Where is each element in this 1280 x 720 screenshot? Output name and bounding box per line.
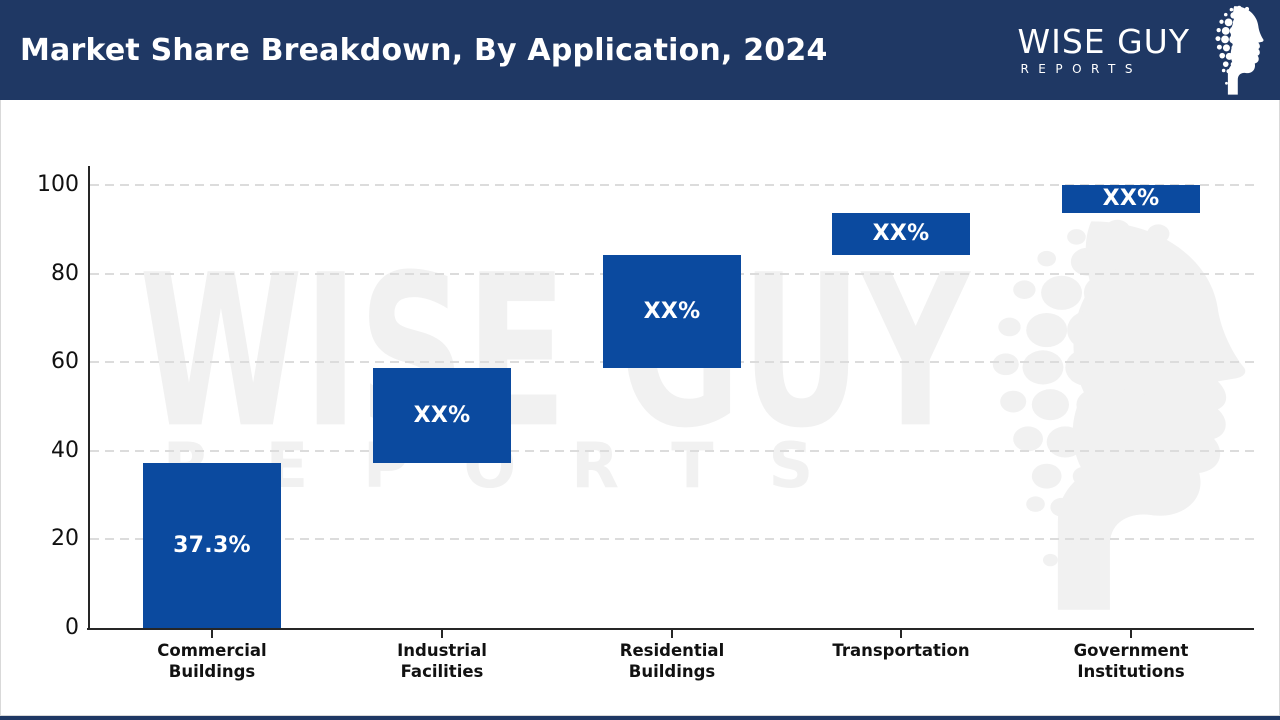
- page-title: Market Share Breakdown, By Application, …: [20, 32, 828, 68]
- x-category-label-line: Institutions: [1077, 662, 1185, 681]
- x-tick: [671, 630, 673, 638]
- y-tick-label: 0: [65, 615, 79, 640]
- brand-wordmark: WISE GUY: [1017, 22, 1190, 61]
- y-axis-line: [88, 166, 90, 630]
- brand-logo: WISE GUY REPORTS: [1017, 4, 1266, 96]
- x-category-label-transportation: Transportation: [781, 640, 1021, 661]
- footer-strip: [0, 716, 1280, 720]
- x-category-label-line: Transportation: [832, 641, 970, 660]
- bar-industrial-facilities: XX%: [373, 367, 511, 463]
- x-category-label-government-institutions: Government Institutions: [1011, 640, 1251, 682]
- bar-residential-buildings: XX%: [603, 254, 741, 368]
- bar-value-label: XX%: [1102, 186, 1160, 212]
- bar-value-label: XX%: [643, 298, 701, 324]
- x-category-label-line: Industrial: [397, 641, 487, 660]
- x-category-label-line: Buildings: [168, 662, 256, 681]
- y-tick-label: 40: [51, 437, 79, 463]
- x-category-label-line: Commercial: [157, 641, 267, 660]
- brand-logo-text: WISE GUY REPORTS: [1017, 25, 1190, 75]
- x-category-label-line: Facilities: [400, 662, 484, 681]
- bar-value-label: 37.3%: [173, 532, 251, 558]
- bar-value-label: XX%: [872, 221, 930, 247]
- x-category-label-line: Government: [1073, 641, 1189, 660]
- x-category-label-line: Residential: [619, 641, 725, 660]
- gridline: [90, 538, 1259, 541]
- bar-commercial-buildings: 37.3%: [143, 462, 281, 628]
- x-category-label-commercial-buildings: Commercial Buildings: [92, 640, 332, 682]
- y-tick-label: 80: [51, 260, 79, 286]
- brand-head-icon: [1215, 5, 1264, 95]
- y-tick-label: 100: [37, 172, 79, 197]
- x-tick: [900, 630, 902, 638]
- bar-value-label: XX%: [413, 402, 471, 428]
- y-tick-label: 20: [51, 526, 79, 552]
- brand-subtitle: REPORTS: [1020, 62, 1142, 76]
- x-category-label-line: Buildings: [628, 662, 716, 681]
- bar-transportation: XX%: [832, 212, 970, 255]
- x-category-label-residential-buildings: Residential Buildings: [552, 640, 792, 682]
- x-tick: [441, 630, 443, 638]
- chart-panel: WISE GUY REPORTS 0 20 40 60 80 100 37.3% Commer…: [0, 100, 1280, 716]
- gridline: [90, 449, 1259, 452]
- x-axis-line: [87, 628, 1254, 630]
- x-tick: [211, 630, 213, 638]
- x-tick: [1130, 630, 1132, 638]
- y-tick-label: 60: [51, 349, 79, 375]
- x-category-label-industrial-facilities: Industrial Facilities: [322, 640, 562, 682]
- bar-government-institutions: XX%: [1062, 185, 1200, 213]
- gridline: [90, 184, 1259, 186]
- header-bar: Market Share Breakdown, By Application, …: [0, 0, 1280, 100]
- watermark-wordmark: WISE GUY: [139, 231, 970, 475]
